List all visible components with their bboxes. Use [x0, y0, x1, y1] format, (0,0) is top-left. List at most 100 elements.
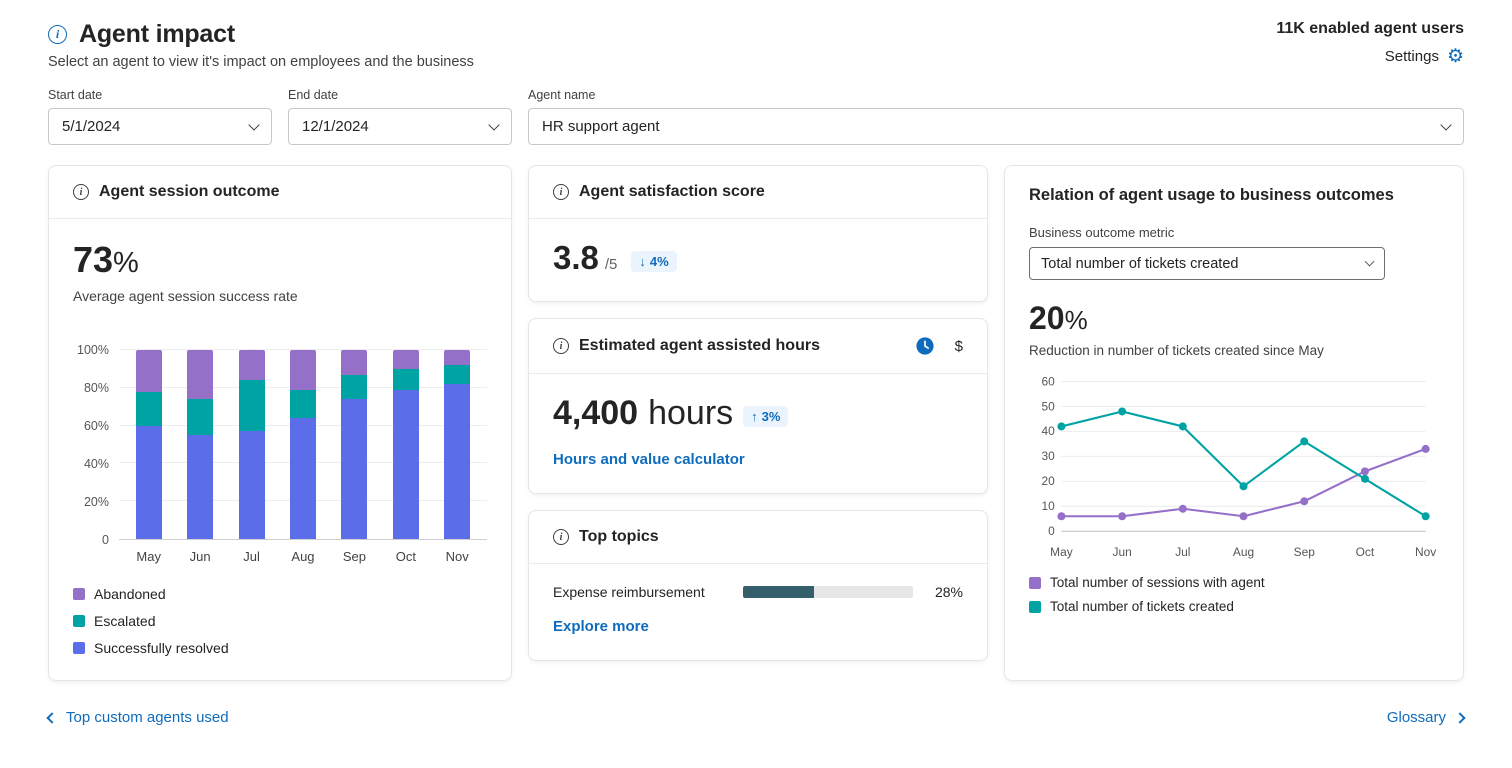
svg-text:50: 50 — [1042, 399, 1056, 413]
topic-name: Expense reimbursement — [553, 584, 705, 600]
agent-name-combobox[interactable]: HR support agent — [528, 108, 1464, 145]
success-rate-stat: 73% — [73, 239, 139, 280]
reduction-stat: 20% — [1029, 300, 1088, 336]
business-metric-select[interactable]: Total number of tickets created — [1029, 247, 1385, 280]
svg-text:40: 40 — [1042, 424, 1056, 438]
end-date-combobox[interactable]: 12/1/2024 — [288, 108, 512, 145]
chevron-down-icon — [1364, 256, 1375, 267]
svg-text:Jun: Jun — [1113, 545, 1132, 559]
agent-name-value: HR support agent — [542, 118, 660, 135]
legend-label: Successfully resolved — [94, 640, 229, 656]
dollar-icon[interactable]: $ — [954, 337, 963, 355]
legend-swatch-escalated — [73, 615, 85, 627]
svg-text:0: 0 — [1048, 524, 1055, 538]
satisfaction-delta-badge: ↓ 4% — [631, 251, 677, 272]
cards-grid: Agent session outcome 73% Average agent … — [48, 165, 1464, 681]
agent-name-filter: Agent name HR support agent — [528, 88, 1464, 145]
agent-name-label: Agent name — [528, 88, 596, 102]
enabled-agent-users-count: 11K enabled agent users — [1276, 20, 1464, 37]
hours-calculator-link[interactable]: Hours and value calculator — [553, 451, 745, 468]
legend-label: Escalated — [94, 613, 156, 629]
card-top-topics: Top topics Expense reimbursement 28% Exp… — [528, 510, 988, 661]
card-assisted-hours: Estimated agent assisted hours $ 4,400 h… — [528, 318, 988, 494]
svg-text:60: 60 — [1042, 374, 1056, 388]
success-rate-caption: Average agent session success rate — [73, 288, 298, 304]
topbar: Agent impact Select an agent to view it'… — [48, 20, 1464, 70]
end-date-filter: End date 12/1/2024 — [288, 88, 512, 145]
legend-sessions-with-agent: Total number of sessions with agent — [1029, 575, 1439, 590]
chevron-down-icon — [248, 118, 260, 131]
gear-icon: ⚙ — [1446, 46, 1464, 67]
legend-label: Total number of sessions with agent — [1050, 575, 1265, 591]
svg-text:10: 10 — [1042, 499, 1056, 513]
start-date-value: 5/1/2024 — [62, 118, 121, 135]
legend-label: Total number of tickets created — [1050, 599, 1234, 615]
start-date-combobox[interactable]: 5/1/2024 — [48, 108, 272, 145]
usage-line-chart: 0 10 20 30 40 50 60 May Jun Jul Aug Sep Oct Nov — [1029, 372, 1439, 567]
line-chart-legend: Total number of sessions with agent Tota… — [1029, 575, 1439, 614]
start-date-label: Start date — [48, 88, 103, 102]
bar-chart-plot — [119, 349, 487, 540]
svg-text:Jul: Jul — [1175, 545, 1190, 559]
business-outcomes-title: Relation of agent usage to business outc… — [1029, 186, 1394, 204]
satisfaction-title: Agent satisfaction score — [579, 183, 765, 200]
topic-progressbar — [743, 586, 913, 598]
settings-button[interactable]: Settings ⚙ — [1276, 47, 1464, 66]
down-arrow-icon: ↓ — [639, 254, 646, 269]
top-topics-info-icon[interactable] — [553, 529, 569, 545]
legend-swatch-sessions — [1029, 576, 1041, 589]
topic-row: Expense reimbursement 28% — [553, 584, 963, 600]
explore-more-link[interactable]: Explore more — [553, 618, 649, 635]
legend-label: Abandoned — [94, 586, 166, 602]
hours-delta-badge: ↑ 3% — [743, 406, 789, 427]
bar-chart-y-axis: 0 20% 40% 60% 80% 100% — [77, 343, 109, 547]
reduction-caption: Reduction in number of tickets created s… — [1029, 343, 1324, 358]
top-topics-title: Top topics — [579, 528, 659, 545]
svg-text:May: May — [1050, 545, 1073, 559]
legend-abandoned: Abandoned — [73, 586, 487, 602]
svg-text:20: 20 — [1042, 474, 1056, 488]
page-subtitle: Select an agent to view it's impact on e… — [48, 54, 474, 70]
legend-swatch-resolved — [73, 642, 85, 654]
end-date-value: 12/1/2024 — [302, 118, 369, 135]
footer-right-link[interactable]: Glossary — [1387, 709, 1466, 726]
svg-text:Nov: Nov — [1415, 545, 1436, 559]
clock-icon[interactable] — [915, 336, 935, 356]
card-session-outcome: Agent session outcome 73% Average agent … — [48, 165, 512, 681]
middle-column: Agent satisfaction score 3.8 /5 ↓ 4% — [528, 165, 988, 681]
legend-swatch-tickets — [1029, 600, 1041, 613]
footer: Top custom agents used Glossary — [46, 709, 1466, 726]
satisfaction-score: 3.8 — [553, 239, 599, 276]
card-satisfaction-score: Agent satisfaction score 3.8 /5 ↓ 4% — [528, 165, 988, 302]
assisted-hours-info-icon[interactable] — [553, 338, 569, 354]
page-info-icon[interactable] — [48, 25, 67, 44]
chevron-down-icon — [488, 118, 500, 131]
legend-swatch-abandoned — [73, 588, 85, 600]
bar-chart-legend: Abandoned Escalated Successfully resolve… — [73, 586, 487, 656]
hours-unit: hours — [648, 394, 734, 432]
business-metric-label: Business outcome metric — [1029, 225, 1175, 240]
topic-progress-fill — [743, 586, 815, 598]
session-outcome-info-icon[interactable] — [73, 184, 89, 200]
assisted-hours-title: Estimated agent assisted hours — [579, 337, 820, 354]
header-left: Agent impact Select an agent to view it'… — [48, 20, 474, 70]
session-outcome-title: Agent session outcome — [99, 183, 280, 200]
filter-bar: Start date 5/1/2024 End date 12/1/2024 A… — [48, 88, 1464, 145]
topic-percent: 28% — [934, 584, 963, 600]
card-business-outcomes: Relation of agent usage to business outc… — [1004, 165, 1464, 681]
satisfaction-info-icon[interactable] — [553, 184, 569, 200]
legend-escalated: Escalated — [73, 613, 487, 629]
footer-left-link[interactable]: Top custom agents used — [46, 709, 229, 726]
page-title: Agent impact — [79, 20, 235, 48]
chevron-right-icon — [1454, 711, 1466, 724]
business-metric-value: Total number of tickets created — [1041, 255, 1239, 272]
svg-text:30: 30 — [1042, 449, 1056, 463]
bar-chart-x-labels: May Jun Jul Aug Sep Oct Nov — [136, 549, 469, 564]
svg-text:Oct: Oct — [1356, 545, 1375, 559]
legend-tickets-created: Total number of tickets created — [1029, 599, 1439, 614]
header-right: 11K enabled agent users Settings ⚙ — [1276, 20, 1464, 66]
legend-successfully-resolved: Successfully resolved — [73, 640, 487, 656]
settings-label: Settings — [1384, 48, 1439, 65]
chevron-down-icon — [1440, 118, 1452, 131]
